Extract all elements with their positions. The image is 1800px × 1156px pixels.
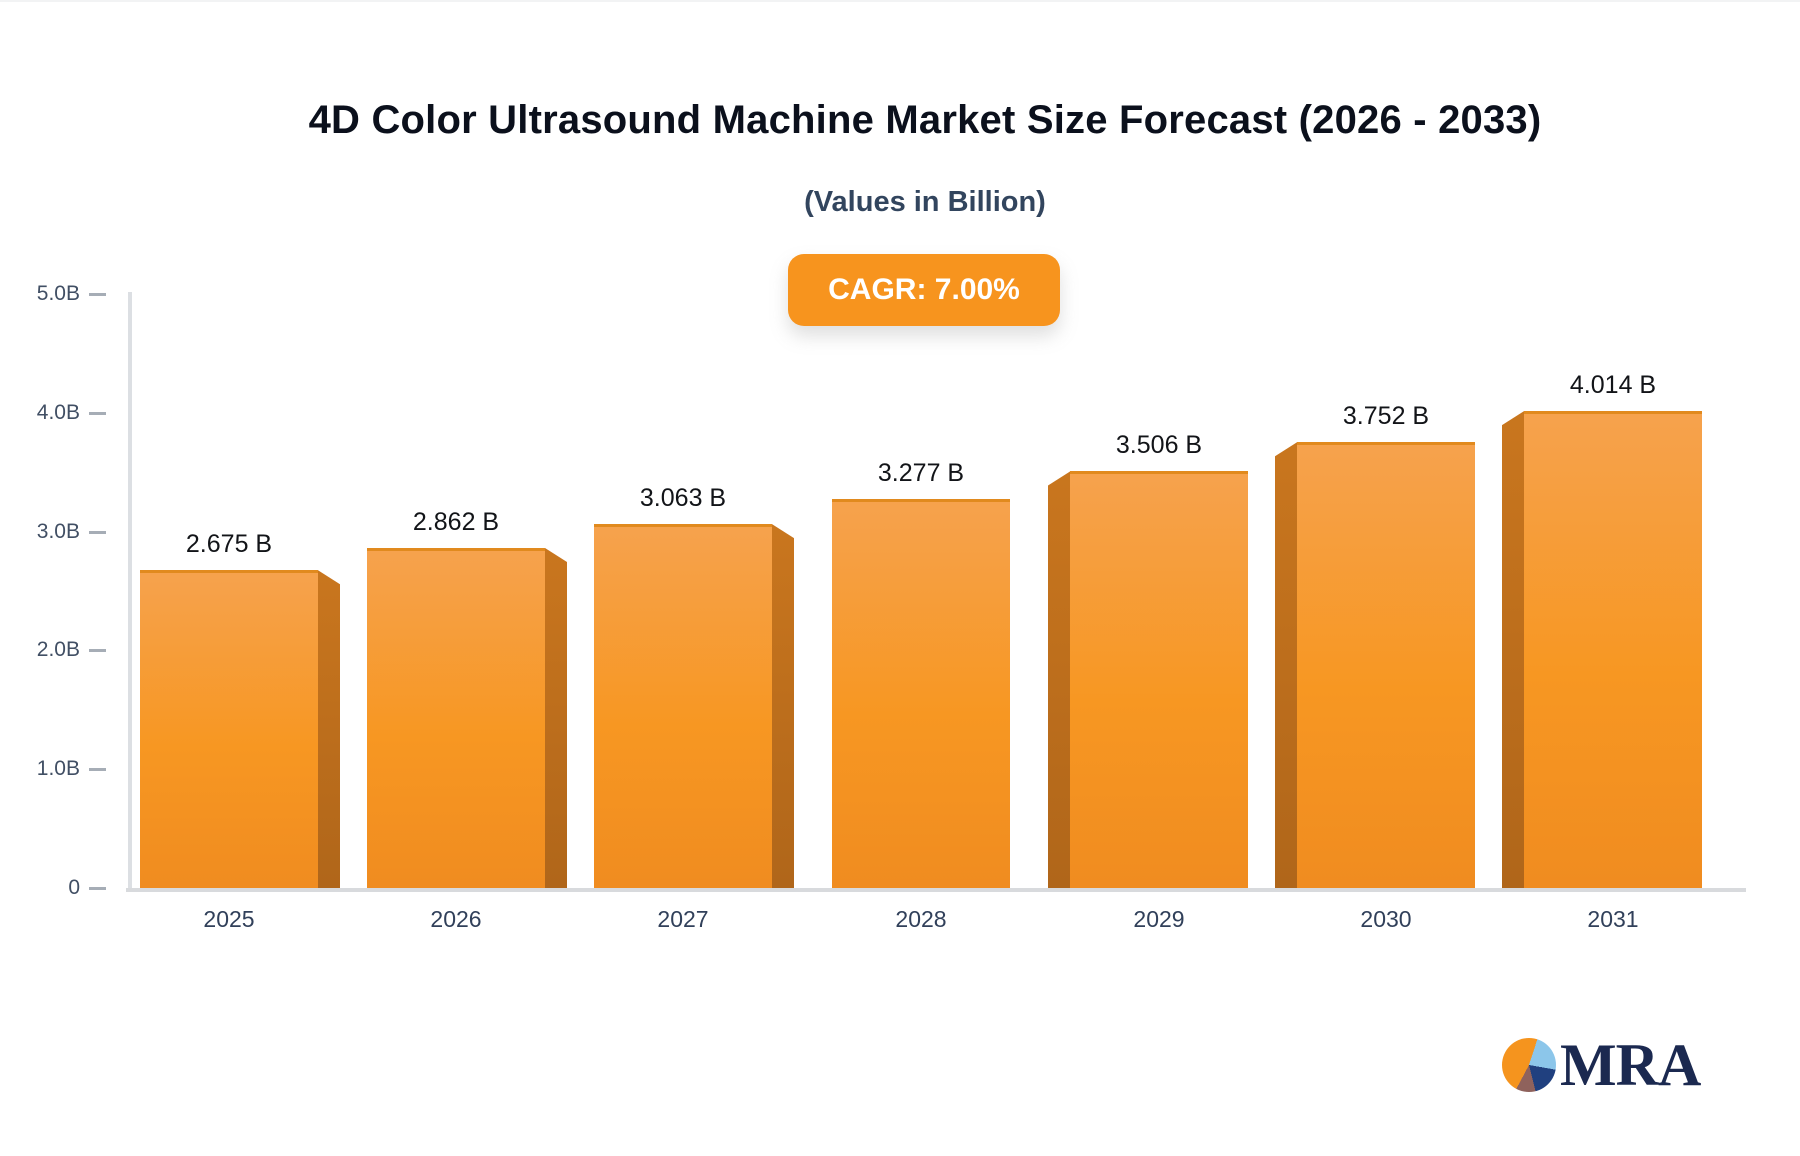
y-tick-dash bbox=[89, 649, 106, 653]
x-axis-label-2030: 2030 bbox=[1360, 906, 1412, 932]
y-tick-dash bbox=[89, 411, 106, 415]
y-tick-label: 0 bbox=[68, 876, 80, 899]
y-tick-dash bbox=[89, 530, 106, 534]
chart-title: 4D Color Ultrasound Machine Market Size … bbox=[308, 98, 1542, 142]
bar-side-2030 bbox=[1275, 442, 1297, 888]
x-axis-line bbox=[126, 888, 1746, 892]
bar-value-label: 2.675 B bbox=[185, 530, 273, 559]
y-tick-label: 2.0B bbox=[36, 638, 80, 662]
logo: MRA bbox=[1502, 1032, 1701, 1098]
bar-2027 bbox=[594, 524, 772, 888]
bar-2025 bbox=[140, 570, 318, 888]
bar-value-label: 3.063 B bbox=[639, 484, 727, 513]
bar-value-label: 3.506 B bbox=[1115, 431, 1203, 460]
bar-2029 bbox=[1070, 471, 1248, 888]
x-axis-label-2029: 2029 bbox=[1133, 906, 1185, 932]
bar-side-2025 bbox=[318, 570, 340, 888]
x-axis-label-2026: 2026 bbox=[430, 906, 482, 932]
bar-2028 bbox=[832, 498, 1010, 888]
y-tick-label: 3.0B bbox=[36, 519, 80, 543]
x-axis-label-2025: 2025 bbox=[203, 906, 255, 932]
chart-subtitle: (Values in Billion) bbox=[804, 186, 1046, 218]
bar-side-2027 bbox=[772, 524, 794, 888]
y-tick-label: 1.0B bbox=[36, 757, 80, 781]
logo-pie-icon bbox=[1502, 1038, 1556, 1092]
bar-2030 bbox=[1297, 442, 1475, 888]
bar-value-label: 3.752 B bbox=[1342, 402, 1430, 431]
bar-2031 bbox=[1524, 411, 1702, 888]
y-tick-dash bbox=[89, 768, 106, 772]
y-tick-dash bbox=[89, 293, 106, 296]
bar-value-label: 2.862 B bbox=[412, 507, 500, 536]
y-tick-label: 5.0B bbox=[36, 282, 80, 305]
y-tick-label: 4.0B bbox=[36, 400, 80, 424]
bar-side-2029 bbox=[1048, 471, 1070, 888]
bar-side-2031 bbox=[1502, 411, 1524, 888]
x-axis-label-2027: 2027 bbox=[657, 906, 709, 932]
x-axis-label-2031: 2031 bbox=[1587, 906, 1639, 932]
cagr-badge: CAGR: 7.00% bbox=[788, 254, 1060, 326]
x-axis-label-2028: 2028 bbox=[895, 906, 947, 932]
bar-2026 bbox=[367, 547, 545, 888]
bar-value-label: 3.277 B bbox=[877, 458, 965, 487]
bar-side-2026 bbox=[545, 547, 567, 888]
bar-value-label: 4.014 B bbox=[1569, 371, 1657, 400]
y-tick-dash bbox=[89, 887, 106, 890]
logo-text: MRA bbox=[1560, 1032, 1701, 1098]
y-axis-line bbox=[128, 292, 132, 890]
